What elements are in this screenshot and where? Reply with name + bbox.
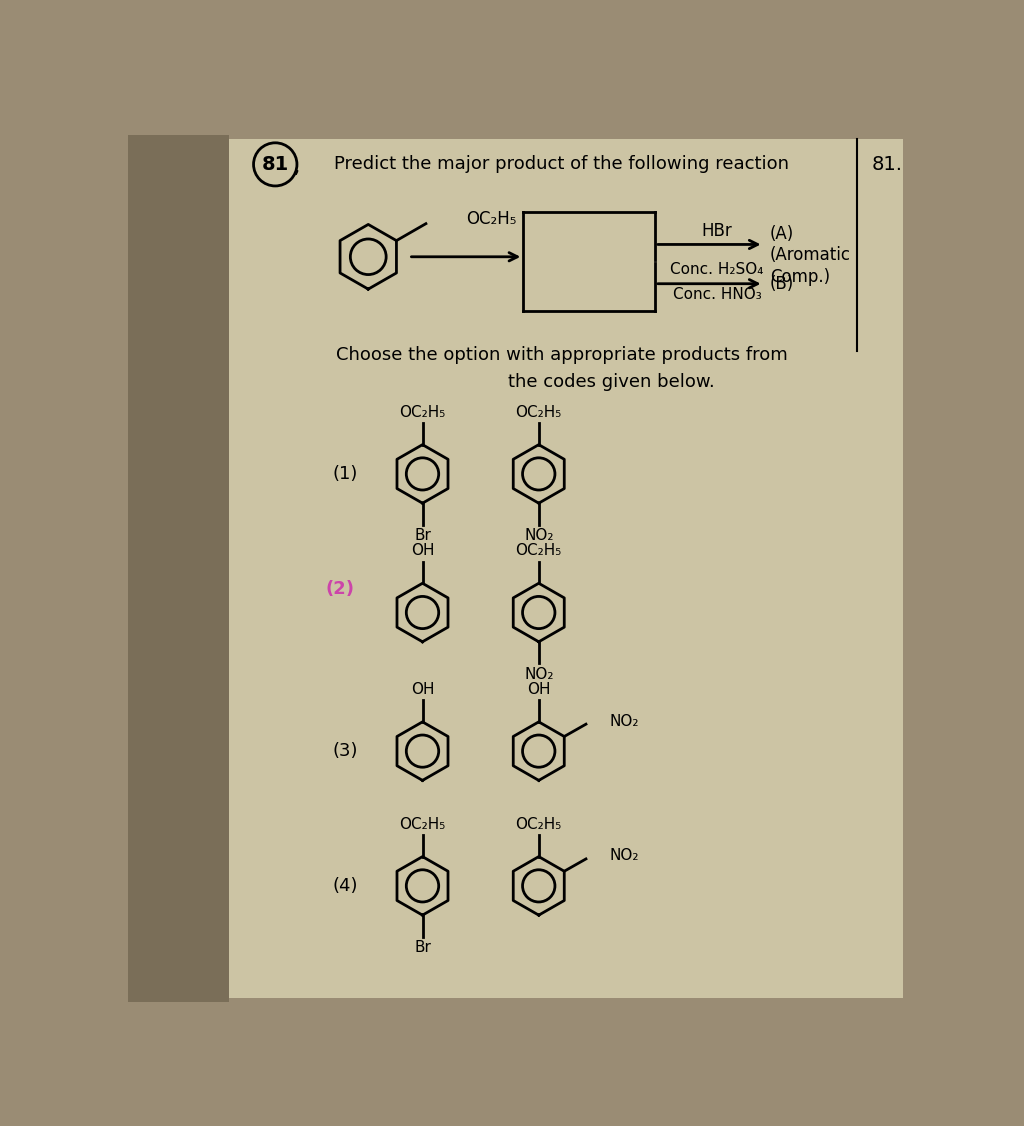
- FancyBboxPatch shape: [228, 138, 903, 998]
- Text: NO₂: NO₂: [524, 528, 554, 543]
- Text: (1): (1): [333, 465, 357, 483]
- Text: Conc. HNO₃: Conc. HNO₃: [673, 287, 762, 302]
- Text: NO₂: NO₂: [609, 848, 639, 864]
- Text: NO₂: NO₂: [609, 714, 639, 729]
- Text: (2): (2): [326, 580, 355, 598]
- Text: (B): (B): [770, 275, 794, 293]
- Text: NO₂: NO₂: [524, 667, 554, 681]
- Text: HBr: HBr: [701, 222, 732, 240]
- Text: Br: Br: [414, 940, 431, 955]
- Text: Br: Br: [414, 528, 431, 543]
- Text: OC₂H₅: OC₂H₅: [399, 405, 445, 420]
- Text: 81.: 81.: [872, 155, 903, 173]
- Text: (Aromatic: (Aromatic: [770, 247, 851, 265]
- Text: OH: OH: [411, 682, 434, 697]
- Text: Conc. H₂SO₄: Conc. H₂SO₄: [671, 262, 764, 277]
- Text: the codes given below.: the codes given below.: [508, 373, 715, 391]
- Text: OH: OH: [527, 682, 551, 697]
- Text: Choose the option with appropriate products from: Choose the option with appropriate produ…: [336, 346, 787, 364]
- FancyBboxPatch shape: [128, 135, 228, 1002]
- Text: (3): (3): [332, 742, 357, 760]
- Text: OC₂H₅: OC₂H₅: [516, 405, 562, 420]
- Text: (4): (4): [332, 877, 357, 895]
- Text: OC₂H₅: OC₂H₅: [516, 816, 562, 832]
- Text: ,: ,: [294, 158, 300, 177]
- Text: Predict the major product of the following reaction: Predict the major product of the followi…: [335, 155, 790, 173]
- Text: 81: 81: [261, 155, 289, 173]
- Text: OC₂H₅: OC₂H₅: [466, 211, 516, 229]
- Text: OH: OH: [411, 544, 434, 558]
- Text: Comp.): Comp.): [770, 268, 829, 286]
- Text: (A): (A): [770, 225, 794, 243]
- Text: OC₂H₅: OC₂H₅: [399, 816, 445, 832]
- Text: OC₂H₅: OC₂H₅: [516, 544, 562, 558]
